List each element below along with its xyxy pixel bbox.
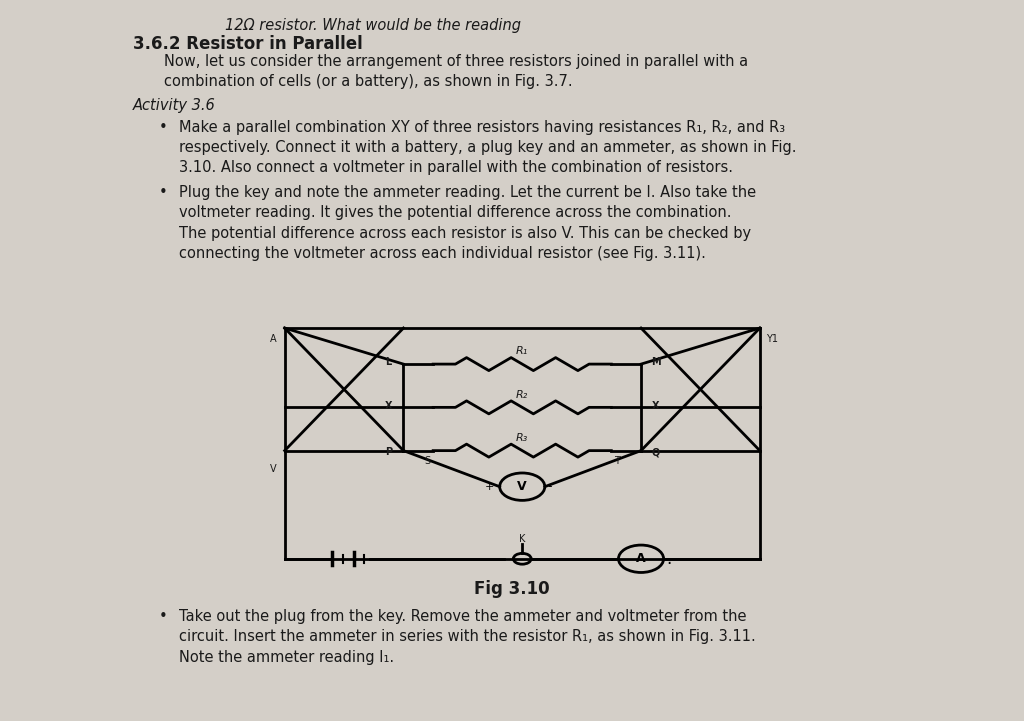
Text: Activity 3.6: Activity 3.6 bbox=[133, 98, 216, 113]
Text: R₁: R₁ bbox=[516, 347, 528, 356]
Text: R₂: R₂ bbox=[516, 390, 528, 399]
Text: Q: Q bbox=[651, 448, 660, 457]
Text: respectively. Connect it with a battery, a plug key and an ammeter, as shown in : respectively. Connect it with a battery,… bbox=[179, 140, 797, 155]
Text: S: S bbox=[424, 456, 430, 466]
Text: M: M bbox=[651, 358, 660, 367]
Text: +: + bbox=[484, 482, 494, 492]
Text: Y1: Y1 bbox=[766, 334, 777, 344]
Text: V: V bbox=[269, 464, 276, 474]
Text: K: K bbox=[519, 534, 525, 544]
Text: •: • bbox=[159, 185, 168, 200]
Text: R₃: R₃ bbox=[516, 433, 528, 443]
Text: X: X bbox=[385, 401, 392, 410]
Text: •: • bbox=[159, 120, 168, 135]
Text: -: - bbox=[548, 480, 552, 493]
Text: A: A bbox=[636, 552, 646, 565]
Text: Make a parallel combination XY of three resistors having resistances R₁, R₂, and: Make a parallel combination XY of three … bbox=[179, 120, 785, 135]
Text: voltmeter reading. It gives the potential difference across the combination.: voltmeter reading. It gives the potentia… bbox=[179, 205, 732, 221]
Text: 12Ω resistor. What would be the reading: 12Ω resistor. What would be the reading bbox=[225, 18, 521, 33]
Text: X: X bbox=[652, 401, 659, 410]
Text: T: T bbox=[614, 456, 621, 466]
Text: Take out the plug from the key. Remove the ammeter and voltmeter from the: Take out the plug from the key. Remove t… bbox=[179, 609, 746, 624]
Text: 3.10. Also connect a voltmeter in parallel with the combination of resistors.: 3.10. Also connect a voltmeter in parall… bbox=[179, 160, 733, 175]
Text: Fig 3.10: Fig 3.10 bbox=[474, 580, 550, 598]
Text: Now, let us consider the arrangement of three resistors joined in parallel with : Now, let us consider the arrangement of … bbox=[164, 54, 748, 69]
Text: .: . bbox=[667, 550, 672, 567]
Text: connecting the voltmeter across each individual resistor (see Fig. 3.11).: connecting the voltmeter across each ind… bbox=[179, 246, 707, 261]
Text: The potential difference across each resistor is also V. This can be checked by: The potential difference across each res… bbox=[179, 226, 752, 241]
Text: Plug the key and note the ammeter reading. Let the current be I. Also take the: Plug the key and note the ammeter readin… bbox=[179, 185, 757, 200]
Text: Note the ammeter reading I₁.: Note the ammeter reading I₁. bbox=[179, 650, 394, 665]
Text: combination of cells (or a battery), as shown in Fig. 3.7.: combination of cells (or a battery), as … bbox=[164, 74, 572, 89]
Text: 3.6.2 Resistor in Parallel: 3.6.2 Resistor in Parallel bbox=[133, 35, 362, 53]
Text: A: A bbox=[269, 334, 276, 344]
Text: V: V bbox=[517, 480, 527, 493]
Text: P: P bbox=[385, 448, 392, 457]
Text: •: • bbox=[159, 609, 168, 624]
Text: circuit. Insert the ammeter in series with the resistor R₁, as shown in Fig. 3.1: circuit. Insert the ammeter in series wi… bbox=[179, 629, 756, 645]
Text: L: L bbox=[385, 358, 392, 367]
